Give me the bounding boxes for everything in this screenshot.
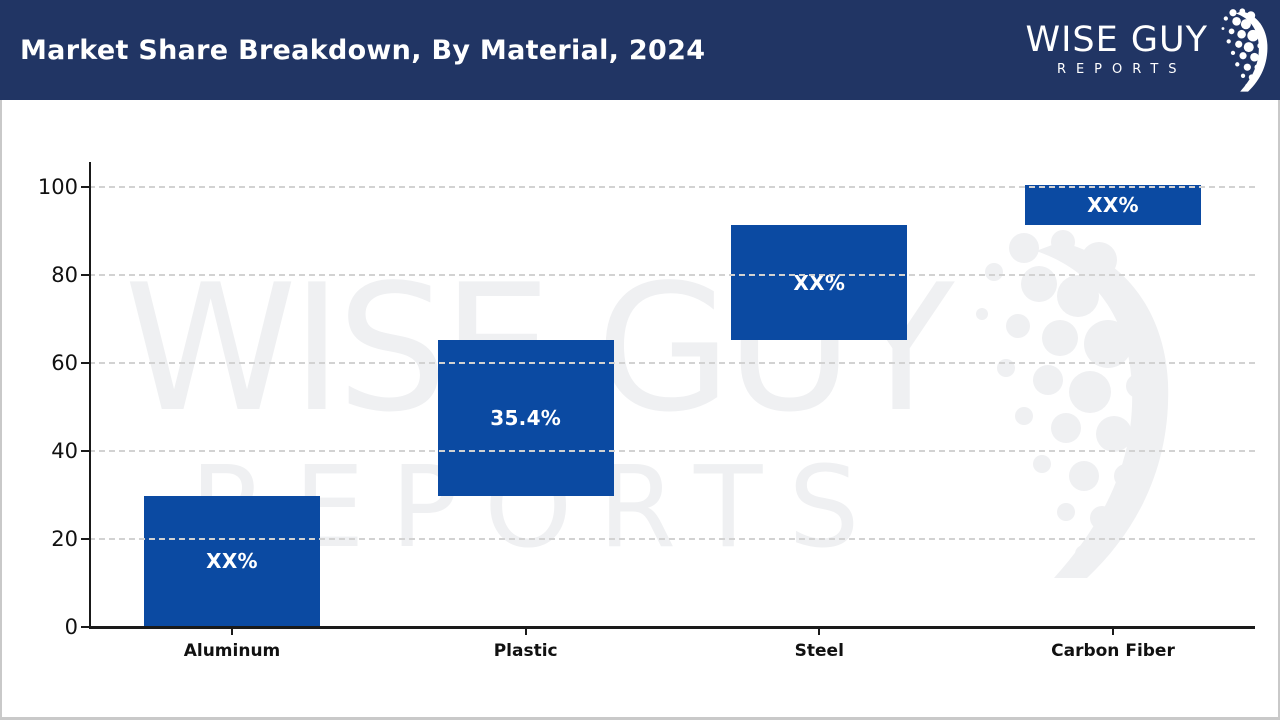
wise-guy-logo: WISE GUY REPORTS: [1025, 7, 1270, 93]
x-tick-label-0: Aluminum: [183, 640, 281, 661]
y-tick-mark-80: [81, 273, 89, 276]
x-tick-label-1: Plastic: [493, 640, 558, 661]
bar-carbon-fiber: XX%: [1025, 184, 1201, 226]
bar-plastic: 35.4%: [437, 340, 614, 496]
bar-aluminum: XX%: [144, 495, 320, 627]
bar-value-label: XX%: [206, 549, 258, 574]
y-tick-label-100: 100: [37, 174, 78, 199]
y-tick-mark-100: [81, 185, 89, 188]
bar-steel: XX%: [731, 225, 908, 341]
bar-value-label: 35.4%: [490, 405, 562, 430]
y-tick-label-0: 0: [64, 614, 78, 639]
y-tick-label-60: 60: [51, 350, 78, 375]
chart-canvas: WISE GUY REPORTS 0 20 40 60 80 100 XX% Aluminum…: [0, 100, 1280, 720]
gridline-20: [89, 537, 1255, 540]
dotted-head-icon: [1221, 8, 1268, 92]
y-tick-label-20: 20: [51, 526, 78, 551]
y-tick-label-40: 40: [51, 438, 78, 463]
y-tick-mark-60: [81, 361, 89, 364]
gridline-60: [89, 361, 1255, 364]
gridline-100: [89, 185, 1255, 188]
header-bar: Market Share Breakdown, By Material, 202…: [0, 0, 1280, 100]
bar-value-label: XX%: [1087, 192, 1139, 217]
logo-subtitle: REPORTS: [1056, 62, 1187, 77]
x-tick-mark-0: [231, 628, 233, 635]
y-tick-label-80: 80: [51, 262, 78, 287]
x-tick-label-2: Steel: [794, 640, 844, 661]
logo-wordmark: WISE GUY: [1025, 20, 1208, 60]
x-tick-mark-1: [524, 628, 527, 635]
gridline-80: [89, 273, 1255, 276]
x-tick-mark-2: [818, 628, 821, 635]
y-tick-mark-40: [81, 449, 89, 452]
x-tick-mark-3: [1112, 628, 1114, 635]
y-tick-mark-0: [81, 625, 89, 628]
x-tick-label-3: Carbon Fiber: [1051, 640, 1175, 661]
gridline-40: [89, 449, 1255, 452]
x-axis-line: [89, 625, 1255, 629]
y-axis-spine: [89, 162, 91, 629]
logo-text: WISE GUY REPORTS: [1025, 21, 1208, 79]
page-title: Market Share Breakdown, By Material, 202…: [20, 34, 706, 66]
y-tick-mark-20: [81, 537, 89, 540]
